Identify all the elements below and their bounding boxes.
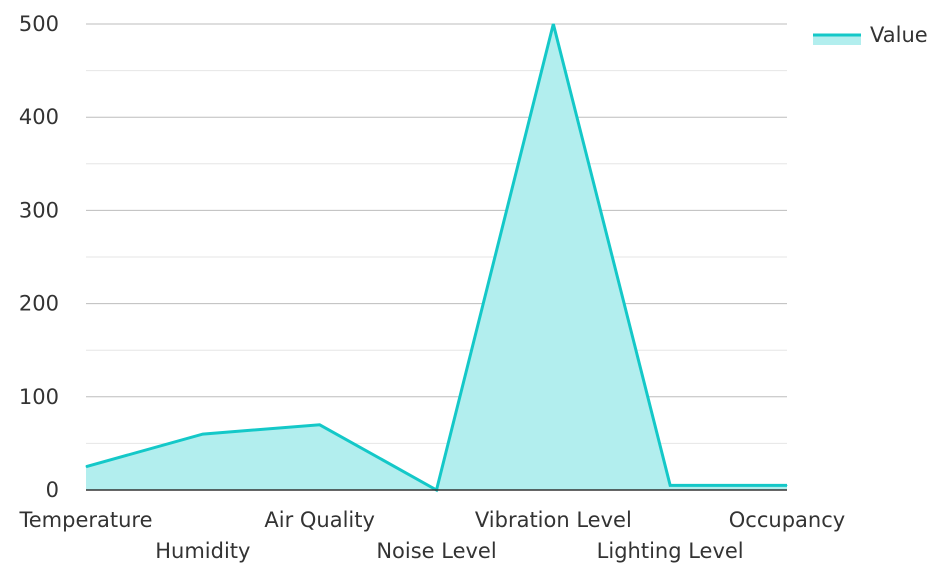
data-point-humidity [202,433,204,435]
x-tick-label: Noise Level [376,539,496,563]
x-tick-label: Occupancy [729,508,845,532]
data-point-vibration-level [552,23,554,25]
y-tick-label: 200 [19,292,59,316]
legend-label-value: Value [870,23,928,47]
grid-lines [86,23,787,444]
x-tick-label: Lighting Level [597,539,744,563]
x-tick-label: Vibration Level [475,508,632,532]
data-point-air-quality [319,424,321,426]
data-point-occupancy [786,484,788,486]
y-tick-label: 100 [19,385,59,409]
data-point-lighting-level [669,484,671,486]
x-tick-label: Air Quality [264,508,375,532]
legend-swatch [813,35,861,45]
legend: Value [813,23,928,47]
y-tick-label: 300 [19,198,59,222]
y-tick-label: 500 [19,12,59,36]
area-fill [86,24,787,490]
x-tick-label: Humidity [155,539,250,563]
data-point-temperature [85,466,87,468]
y-tick-label: 0 [46,478,59,502]
y-tick-label: 400 [19,105,59,129]
y-tick-labels: 0 100 200 300 400 500 [19,12,59,502]
x-tick-label: Temperature [18,508,152,532]
